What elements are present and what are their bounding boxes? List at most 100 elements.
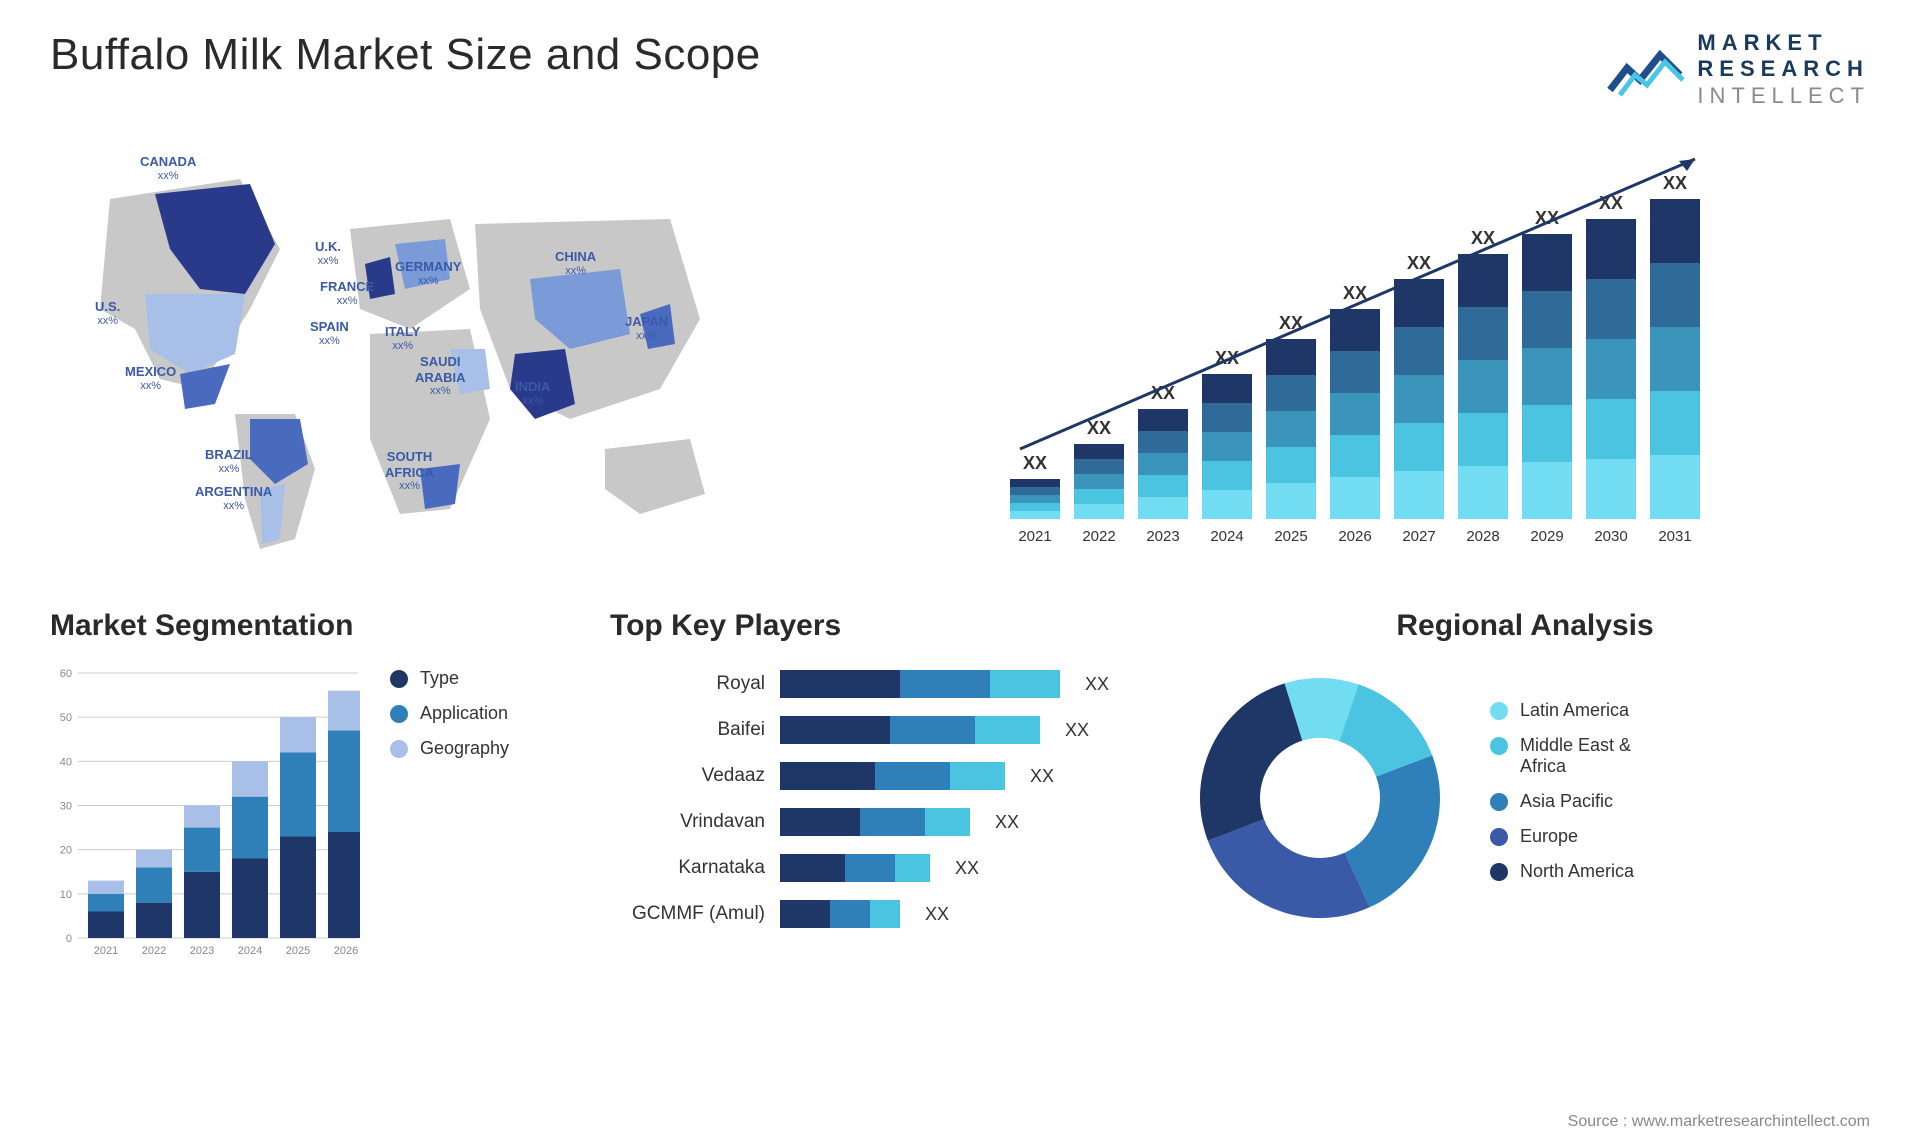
player-bar-segment	[780, 854, 845, 882]
player-bar-segment	[895, 854, 930, 882]
legend-dot-icon	[390, 705, 408, 723]
player-bar-segment	[950, 762, 1005, 790]
growth-bar-value: XX	[1407, 253, 1431, 273]
player-name: Karnataka	[610, 857, 765, 879]
segmentation-legend: Type Application Geography	[390, 668, 509, 968]
player-bar-segment	[990, 670, 1060, 698]
logo-text: MARKET RESEARCH INTELLECT	[1697, 30, 1870, 109]
map-label: SOUTH AFRICAxx%	[385, 449, 434, 493]
logo-mark-icon	[1605, 40, 1685, 100]
player-name: Baifei	[610, 719, 765, 741]
map-label: U.K.xx%	[315, 239, 341, 268]
svg-text:50: 50	[60, 712, 72, 724]
player-bar-segment	[925, 808, 970, 836]
regional-legend-item: North America	[1490, 861, 1680, 882]
player-bar-segment	[900, 670, 990, 698]
growth-year-label: 2024	[1210, 528, 1243, 545]
regional-legend-item: Latin America	[1490, 700, 1680, 721]
player-bar-segment	[780, 900, 830, 928]
player-bar-segment	[975, 716, 1040, 744]
legend-dot-icon	[1490, 737, 1508, 755]
map-label-name: FRANCE	[320, 279, 374, 294]
player-value: XX	[925, 904, 949, 925]
svg-text:2021: 2021	[94, 945, 118, 957]
map-label-pct: xx%	[385, 340, 420, 353]
player-row: Karnataka XX	[610, 852, 1140, 884]
player-bar-segment	[870, 900, 900, 928]
growth-year-label: 2025	[1274, 528, 1307, 545]
growth-year-label: 2021	[1018, 528, 1051, 545]
seg-legend-item: Type	[390, 668, 509, 689]
player-value: XX	[955, 858, 979, 879]
legend-dot-icon	[390, 740, 408, 758]
regional-legend-label: Latin America	[1520, 700, 1629, 721]
player-name: Vedaaz	[610, 765, 765, 787]
player-bar-segment	[780, 716, 890, 744]
map-label-name: U.S.	[95, 299, 120, 314]
page-title: Buffalo Milk Market Size and Scope	[50, 30, 761, 80]
map-label: GERMANYxx%	[395, 259, 461, 288]
map-label-pct: xx%	[125, 380, 176, 393]
regional-legend: Latin AmericaMiddle East & AfricaAsia Pa…	[1490, 700, 1680, 896]
player-bar-segment	[780, 670, 900, 698]
map-label: SPAINxx%	[310, 319, 349, 348]
logo-line3: INTELLECT	[1697, 83, 1870, 109]
growth-year-label: 2031	[1658, 528, 1691, 545]
regional-donut-chart	[1180, 668, 1460, 928]
map-label-pct: xx%	[515, 395, 550, 408]
legend-dot-icon	[1490, 828, 1508, 846]
map-label-name: BRAZIL	[205, 447, 253, 462]
players-list: RoyalXXBaifeiXXVedaazXXVrindavanXXKarnat…	[610, 668, 1140, 944]
svg-text:2026: 2026	[334, 945, 358, 957]
player-value: XX	[1085, 674, 1109, 695]
regional-legend-label: Europe	[1520, 826, 1578, 847]
map-label: CHINAxx%	[555, 249, 596, 278]
logo-line2: RESEARCH	[1697, 56, 1870, 82]
regional-legend-label: Middle East & Africa	[1520, 735, 1680, 777]
map-label: ITALYxx%	[385, 324, 420, 353]
svg-text:20: 20	[60, 845, 72, 857]
legend-dot-icon	[1490, 863, 1508, 881]
seg-legend-item: Application	[390, 703, 509, 724]
regional-title: Regional Analysis	[1180, 609, 1870, 643]
svg-text:2022: 2022	[142, 945, 166, 957]
map-label-name: ITALY	[385, 324, 420, 339]
player-name: Vrindavan	[610, 811, 765, 833]
player-bar-segment	[780, 762, 875, 790]
players-panel: Top Key Players RoyalXXBaifeiXXVedaazXXV…	[610, 609, 1140, 1009]
legend-dot-icon	[390, 670, 408, 688]
bottom-row: Market Segmentation 01020304050602021202…	[50, 609, 1870, 1009]
map-label-name: SOUTH AFRICA	[385, 449, 434, 480]
map-label-name: JAPAN	[625, 314, 668, 329]
player-bar	[780, 854, 930, 882]
growth-year-label: 2029	[1530, 528, 1563, 545]
growth-year-label: 2028	[1466, 528, 1499, 545]
player-bar-segment	[875, 762, 950, 790]
map-label-pct: xx%	[395, 275, 461, 288]
map-label-name: SAUDI ARABIA	[415, 354, 466, 385]
players-title: Top Key Players	[610, 609, 1140, 643]
growth-bar-chart: XX2021XX2022XX2023XX2024XX2025XX2026XX20…	[990, 139, 1730, 559]
player-value: XX	[1030, 766, 1054, 787]
world-map-panel: CANADAxx%U.S.xx%MEXICOxx%BRAZILxx%ARGENT…	[50, 139, 930, 559]
map-label-pct: xx%	[555, 265, 596, 278]
player-row: GCMMF (Amul)XX	[610, 898, 1140, 930]
player-bar-segment	[830, 900, 870, 928]
svg-text:2024: 2024	[238, 945, 262, 957]
map-label: ARGENTINAxx%	[195, 484, 272, 513]
svg-text:10: 10	[60, 889, 72, 901]
player-bar	[780, 762, 1005, 790]
growth-bar-value: XX	[1023, 453, 1047, 473]
player-row: Vedaaz XX	[610, 760, 1140, 792]
seg-legend-item: Geography	[390, 738, 509, 759]
regional-panel: Regional Analysis Latin America Middle Ea…	[1180, 609, 1870, 1009]
player-bar	[780, 808, 970, 836]
map-label: FRANCExx%	[320, 279, 374, 308]
growth-year-label: 2022	[1082, 528, 1115, 545]
growth-chart-panel: XX2021XX2022XX2023XX2024XX2025XX2026XX20…	[990, 139, 1870, 559]
map-label: SAUDI ARABIAxx%	[415, 354, 466, 398]
map-label-name: CANADA	[140, 154, 196, 169]
map-label-name: CHINA	[555, 249, 596, 264]
seg-legend-label: Geography	[420, 738, 509, 759]
growth-year-label: 2027	[1402, 528, 1435, 545]
